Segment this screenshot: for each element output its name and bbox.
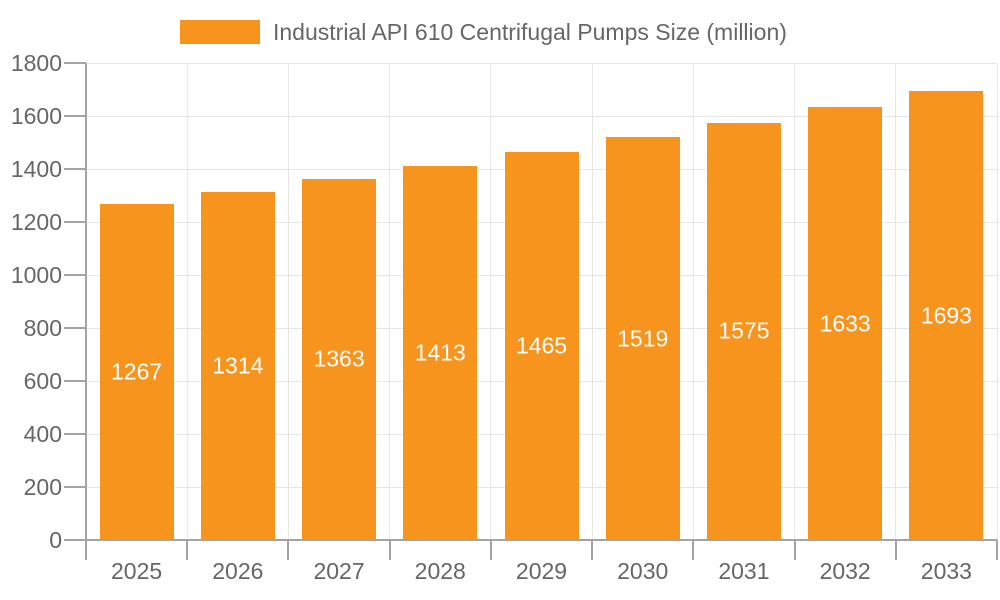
- x-axis-label: 2026: [212, 558, 264, 584]
- x-axis-label: 2032: [819, 558, 871, 584]
- legend-label: Industrial API 610 Centrifugal Pumps Siz…: [273, 18, 787, 45]
- x-axis-tick: [692, 540, 695, 560]
- bar-value-label: 1267: [111, 358, 163, 385]
- bar-2025: 1267: [99, 204, 174, 540]
- bar-2030: 1519: [605, 137, 680, 540]
- y-axis-label: 1800: [10, 50, 62, 76]
- bar-value-label: 1363: [313, 345, 365, 372]
- bar-value-label: 1413: [414, 339, 466, 366]
- bar-value-label: 1633: [819, 310, 871, 337]
- bar-2028: 1413: [403, 165, 478, 540]
- y-axis-tick: [64, 486, 86, 488]
- v-gridline: [591, 63, 593, 540]
- y-axis-label: 1200: [10, 209, 62, 235]
- v-gridline: [287, 63, 289, 540]
- y-axis-tick: [64, 433, 86, 435]
- v-gridline: [186, 63, 188, 540]
- bar-2032: 1633: [808, 107, 883, 540]
- y-axis-tick: [64, 62, 86, 64]
- x-axis-tick: [894, 540, 897, 560]
- y-axis-label: 1600: [10, 103, 62, 129]
- v-gridline: [692, 63, 694, 540]
- bar-value-label: 1465: [515, 332, 568, 359]
- bar-2026: 1314: [200, 191, 275, 540]
- x-axis-label: 2025: [111, 558, 163, 584]
- x-axis-label: 2030: [617, 558, 669, 584]
- v-gridline: [996, 63, 998, 540]
- legend-swatch: [180, 20, 260, 44]
- bar-value-label: 1693: [920, 302, 972, 329]
- y-axis-tick: [64, 168, 86, 170]
- y-axis-tick: [64, 327, 86, 329]
- x-axis-tick: [388, 540, 391, 560]
- bar-2033: 1693: [909, 91, 984, 540]
- x-axis-label: 2033: [920, 558, 972, 584]
- y-axis-label: 400: [23, 421, 62, 447]
- h-gridline: [86, 115, 997, 117]
- y-axis-tick: [64, 274, 86, 276]
- y-axis-line: [85, 63, 87, 560]
- v-gridline: [490, 63, 492, 540]
- x-axis-tick: [591, 540, 594, 560]
- x-axis-label: 2029: [515, 558, 568, 584]
- v-gridline: [794, 63, 796, 540]
- x-axis-line: [64, 539, 997, 541]
- y-axis-tick: [64, 380, 86, 382]
- bar-value-label: 1575: [718, 317, 770, 344]
- plot-area: 1267 1314 1363 1413 1465 1519 1575 1633 1693 0 200…: [11, 50, 998, 584]
- bar-value-label: 1519: [617, 325, 669, 352]
- h-gridline: [86, 62, 997, 64]
- y-axis-tick: [64, 115, 86, 117]
- bar-2031: 1575: [706, 122, 781, 540]
- y-axis-tick: [64, 221, 86, 223]
- y-axis-label: 1400: [10, 156, 62, 182]
- bar-2027: 1363: [302, 178, 377, 540]
- v-gridline: [895, 63, 897, 540]
- x-axis-label: 2027: [313, 558, 365, 584]
- x-axis-tick: [489, 540, 492, 560]
- x-axis-label: 2028: [414, 558, 466, 584]
- x-axis-tick: [186, 540, 189, 560]
- x-axis-tick: [793, 540, 796, 560]
- bar-2029: 1465: [504, 151, 579, 540]
- y-axis-label: 0: [49, 527, 62, 553]
- y-axis-label: 800: [23, 315, 62, 341]
- v-gridline: [389, 63, 391, 540]
- chart-legend: Industrial API 610 Centrifugal Pumps Siz…: [180, 19, 787, 45]
- x-axis-tick: [287, 540, 290, 560]
- x-axis-label: 2031: [718, 558, 770, 584]
- y-axis-label: 1000: [10, 262, 62, 288]
- bar-value-label: 1314: [212, 352, 264, 379]
- y-axis-label: 200: [23, 474, 62, 500]
- y-axis-label: 600: [23, 368, 62, 394]
- x-axis-tick: [996, 540, 998, 560]
